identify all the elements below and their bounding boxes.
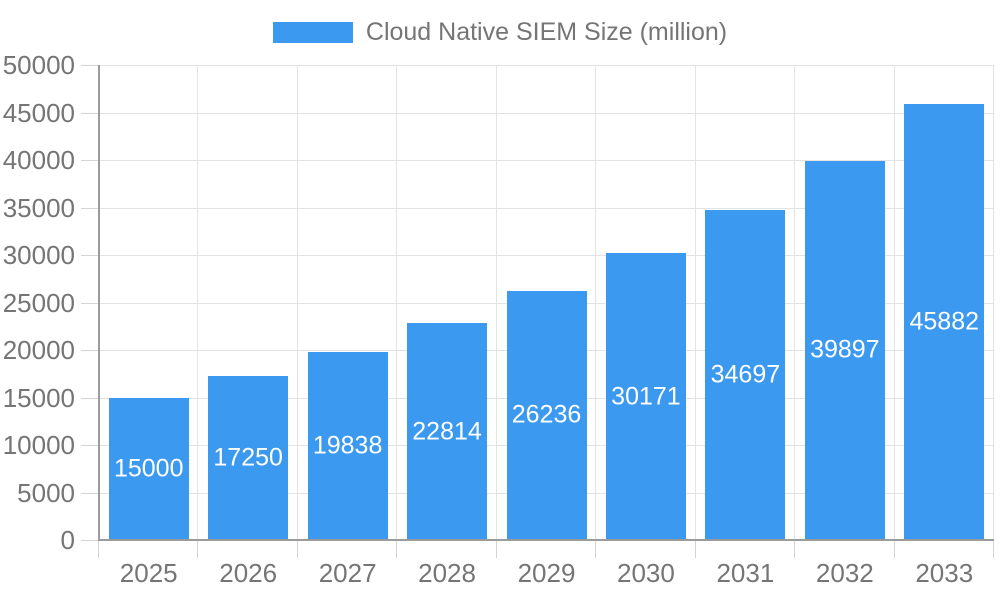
y-axis-tick xyxy=(81,445,99,446)
legend-label: Cloud Native SIEM Size (million) xyxy=(365,17,728,46)
bar-2031[interactable]: 34697 xyxy=(705,210,786,540)
gridline-horizontal xyxy=(99,255,994,256)
x-axis-label: 2033 xyxy=(915,558,974,588)
y-axis-tick xyxy=(81,540,99,541)
bar-2032[interactable]: 39897 xyxy=(804,160,885,540)
x-axis-tick xyxy=(893,540,895,558)
y-axis-tick-label: 40000 xyxy=(2,145,75,175)
y-axis-tick xyxy=(81,350,99,351)
y-axis-tick-label: 10000 xyxy=(2,430,75,460)
bar-value-label: 17250 xyxy=(213,443,283,472)
bar-2028[interactable]: 22814 xyxy=(407,323,488,540)
gridline-vertical xyxy=(495,65,497,540)
bar-2027[interactable]: 19838 xyxy=(307,351,388,540)
gridline-horizontal xyxy=(99,112,994,114)
bar-2030[interactable]: 30171 xyxy=(605,253,686,540)
x-axis-label: 2025 xyxy=(119,558,178,588)
y-axis-tick-label: 5000 xyxy=(17,477,75,508)
y-axis-tick-label: 45000 xyxy=(2,97,75,128)
bar-value-label: 34697 xyxy=(710,360,781,389)
bar-value-label: 26236 xyxy=(511,400,582,429)
chart-legend[interactable]: Cloud Native SIEM Size (million) xyxy=(0,12,1000,52)
bar-value-label: 39897 xyxy=(810,335,880,364)
bar-value-label: 19838 xyxy=(312,431,383,460)
bar-value-label: 22814 xyxy=(412,417,482,446)
x-axis-label: 2031 xyxy=(716,558,775,588)
gridline-horizontal xyxy=(99,160,994,161)
bar-value-label: 15000 xyxy=(113,454,184,483)
gridline-vertical xyxy=(396,65,398,540)
bar-2029[interactable]: 26236 xyxy=(506,290,587,540)
y-axis-tick xyxy=(81,492,99,494)
y-axis-tick xyxy=(81,397,99,399)
x-axis-tick xyxy=(296,540,298,558)
x-axis-tick xyxy=(595,540,597,558)
x-axis-tick xyxy=(495,540,497,558)
bar-2033[interactable]: 45882 xyxy=(904,104,985,540)
y-axis-tick xyxy=(81,65,99,66)
y-axis-tick-label: 30000 xyxy=(2,240,75,270)
gridline-vertical xyxy=(197,65,199,540)
gridline-vertical xyxy=(296,65,298,540)
x-axis-tick xyxy=(993,540,994,558)
y-axis-tick xyxy=(81,207,99,209)
legend-swatch xyxy=(272,21,353,43)
bar-value-label: 45882 xyxy=(909,307,980,336)
x-axis-label: 2030 xyxy=(617,558,675,588)
y-axis-line xyxy=(98,65,100,540)
x-axis-tick xyxy=(98,540,99,558)
x-axis-tick xyxy=(396,540,398,558)
y-axis-tick-label: 25000 xyxy=(2,287,75,318)
gridline-vertical xyxy=(595,65,597,540)
y-axis-tick-label: 15000 xyxy=(2,382,75,413)
x-axis-label: 2026 xyxy=(219,558,278,588)
plot-area: 0 5000 10000 15000 20000 25000 30000 35000 40000… xyxy=(3,52,994,586)
x-axis-label: 2029 xyxy=(517,558,576,588)
y-axis-tick-label: 0 xyxy=(60,525,75,555)
bar-2026[interactable]: 17250 xyxy=(208,376,289,540)
y-axis-tick-label: 35000 xyxy=(2,192,75,223)
x-axis-tick xyxy=(794,540,796,558)
y-axis-tick-label: 50000 xyxy=(2,50,75,80)
y-axis-tick xyxy=(81,112,99,114)
bar-2025[interactable]: 15000 xyxy=(108,397,189,540)
gridline-vertical xyxy=(694,65,696,540)
y-axis-tick xyxy=(81,302,99,304)
x-axis-label: 2028 xyxy=(418,558,476,588)
y-axis-tick xyxy=(81,255,99,256)
y-axis-tick-label: 20000 xyxy=(2,335,75,365)
gridline-vertical xyxy=(794,65,796,540)
gridline-vertical xyxy=(993,65,994,540)
x-axis-label: 2032 xyxy=(815,558,874,588)
x-axis-line xyxy=(98,539,994,541)
gridline-vertical xyxy=(893,65,895,540)
x-axis-label: 2027 xyxy=(318,558,377,588)
x-axis-tick xyxy=(197,540,199,558)
y-axis-tick xyxy=(81,160,99,161)
x-axis-tick xyxy=(694,540,696,558)
gridline-horizontal xyxy=(99,207,994,209)
gridline-horizontal xyxy=(99,65,994,66)
bar-value-label: 30171 xyxy=(611,382,681,411)
